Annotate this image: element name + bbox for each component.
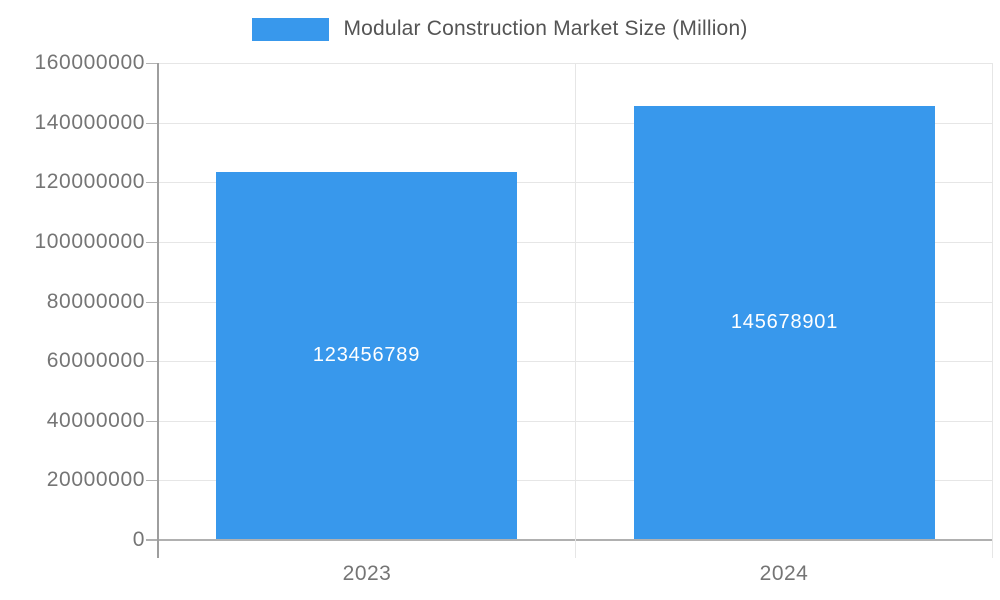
- y-tick: [146, 123, 158, 124]
- legend-label: Modular Construction Market Size (Millio…: [343, 17, 748, 40]
- category-separator: [575, 63, 576, 558]
- y-axis-label: 20000000: [46, 468, 145, 491]
- y-axis-label: 140000000: [34, 111, 145, 134]
- x-axis-label: 2023: [342, 562, 392, 585]
- y-tick: [146, 421, 158, 422]
- y-axis-line: [157, 63, 159, 558]
- y-axis-label: 160000000: [34, 51, 145, 74]
- legend-item[interactable]: Modular Construction Market Size (Millio…: [0, 17, 1000, 41]
- y-axis-label: 0: [132, 528, 145, 551]
- bar[interactable]: 145678901: [634, 106, 935, 539]
- bar[interactable]: 123456789: [216, 172, 517, 539]
- y-tick: [146, 361, 158, 362]
- y-tick: [146, 302, 158, 303]
- y-tick: [146, 242, 158, 243]
- legend-swatch-icon: [252, 17, 330, 41]
- x-axis-zero-line: [146, 539, 993, 541]
- y-axis-label: 100000000: [34, 230, 145, 253]
- bar-value-label: 123456789: [312, 344, 421, 366]
- y-axis-label: 60000000: [46, 349, 145, 372]
- category-separator: [992, 63, 993, 558]
- bar-value-label: 145678901: [730, 311, 839, 333]
- y-tick: [146, 182, 158, 183]
- y-tick: [146, 480, 158, 481]
- y-axis-label: 40000000: [46, 409, 145, 432]
- y-tick: [146, 63, 158, 64]
- y-axis-label: 80000000: [46, 290, 145, 313]
- y-axis-label: 120000000: [34, 170, 145, 193]
- x-axis-label: 2024: [759, 562, 809, 585]
